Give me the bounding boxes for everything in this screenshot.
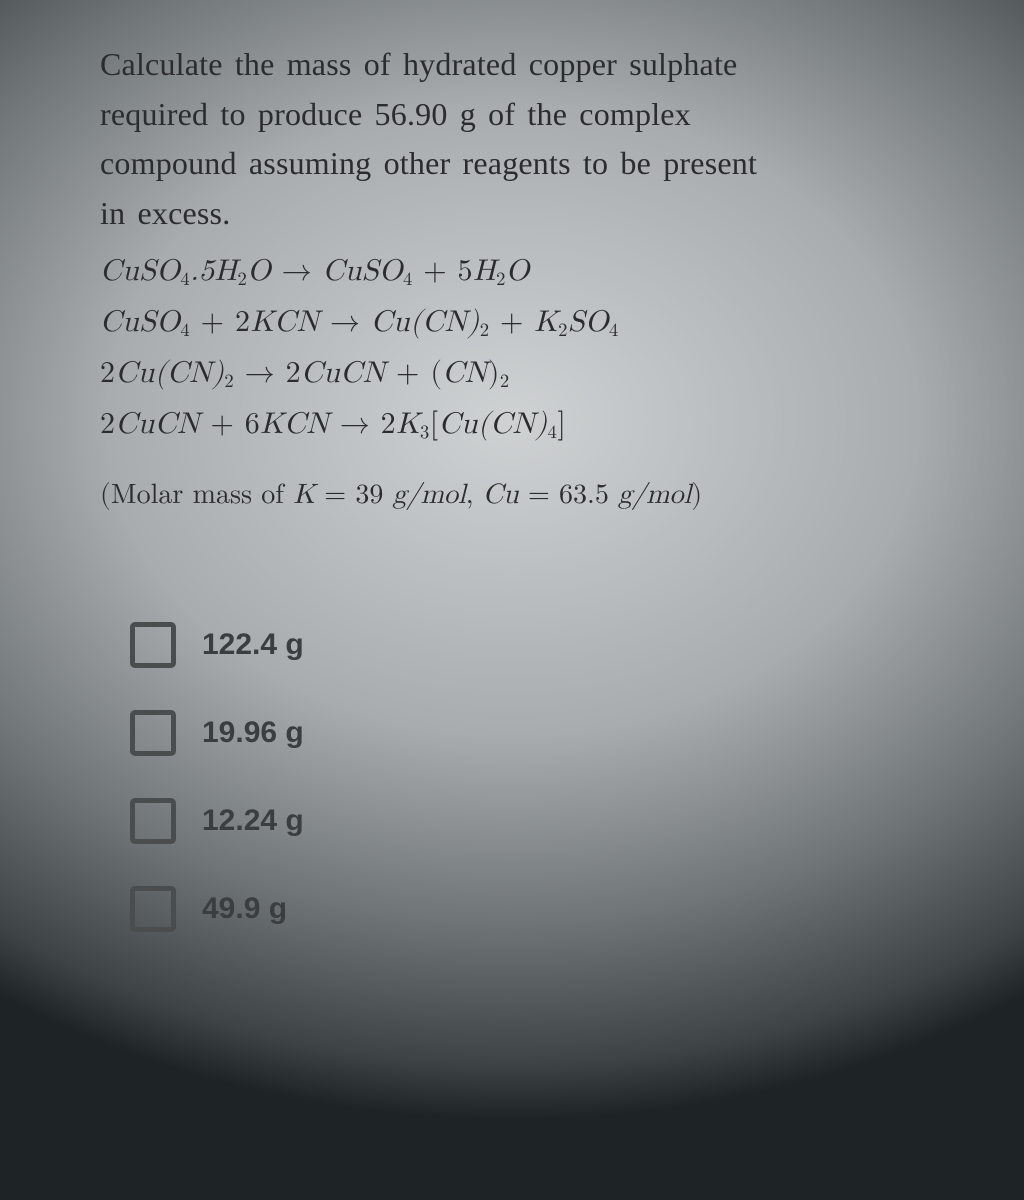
question-line-1: Calculate the mass of hydrated copper su…	[100, 46, 737, 82]
equation-2: CuSO4 + 2KCN → Cu(CN)2 + K2SO4	[100, 297, 944, 348]
checkbox-icon[interactable]	[130, 622, 176, 668]
option-3-label: 12.24 g	[202, 804, 304, 838]
equation-block: CuSO4.5H2O → CuSO4 + 5H2O CuSO4 + 2KCN →…	[100, 246, 944, 450]
option-4-label: 49.9 g	[202, 892, 287, 926]
question-line-2: required to produce 56.90 g of the compl…	[100, 96, 691, 132]
option-4[interactable]: 49.9 g	[130, 886, 944, 932]
answer-options: 122.4 g 19.96 g 12.24 g 49.9 g	[130, 622, 944, 932]
question-line-4: in excess.	[100, 195, 230, 231]
molar-mass-note: (Molar mass of K = 39 g/mol, Cu = 63.5 g…	[100, 478, 944, 512]
equation-1: CuSO4.5H2O → CuSO4 + 5H2O	[100, 246, 944, 297]
checkbox-icon[interactable]	[130, 798, 176, 844]
equation-4: 2CuCN + 6KCN → 2K3[Cu(CN)4]	[100, 399, 944, 450]
option-3[interactable]: 12.24 g	[130, 798, 944, 844]
option-1[interactable]: 122.4 g	[130, 622, 944, 668]
checkbox-icon[interactable]	[130, 710, 176, 756]
equation-3: 2Cu(CN)2 → 2CuCN + (CN)2	[100, 348, 944, 399]
question-text: Calculate the mass of hydrated copper su…	[100, 40, 944, 238]
question-line-3: compound assuming other reagents to be p…	[100, 145, 757, 181]
option-1-label: 122.4 g	[202, 628, 304, 662]
option-2-label: 19.96 g	[202, 716, 304, 750]
checkbox-icon[interactable]	[130, 886, 176, 932]
question-page: Calculate the mass of hydrated copper su…	[0, 0, 1024, 932]
option-2[interactable]: 19.96 g	[130, 710, 944, 756]
